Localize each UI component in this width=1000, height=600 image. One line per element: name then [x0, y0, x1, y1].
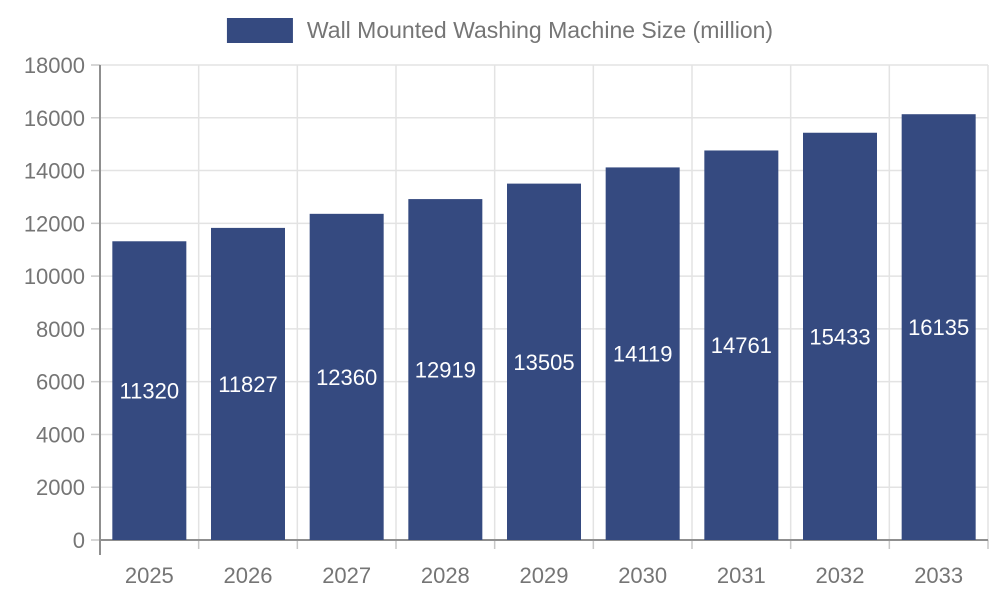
bar-2033[interactable] — [901, 114, 976, 541]
bar-value-label: 14761 — [711, 333, 772, 358]
x-tick-label: 2026 — [224, 563, 273, 588]
bar-2032[interactable] — [803, 132, 877, 540]
x-tick-label: 2025 — [125, 563, 174, 588]
bar-2027[interactable] — [309, 213, 384, 541]
bar-value-label: 14119 — [613, 342, 673, 367]
bar-value-label: 13505 — [513, 350, 574, 375]
legend[interactable]: Wall Mounted Washing Machine Size (milli… — [226, 17, 774, 44]
x-tick-label: 2028 — [421, 563, 470, 588]
y-tick-label: 16000 — [24, 106, 85, 131]
y-tick-label: 2000 — [36, 475, 85, 500]
x-tick-label: 2032 — [816, 563, 865, 588]
y-tick-label: 0 — [73, 528, 85, 553]
y-tick-label: 12000 — [24, 211, 85, 236]
legend-label: Wall Mounted Washing Machine Size (milli… — [306, 17, 774, 43]
bar-2031[interactable] — [704, 150, 779, 540]
x-tick-label: 2030 — [618, 563, 667, 588]
bar-value-label: 11320 — [120, 379, 180, 404]
x-tick-label: 2031 — [717, 563, 766, 588]
bar-2026[interactable] — [211, 227, 285, 540]
y-tick-label: 6000 — [36, 370, 85, 395]
y-tick-label: 10000 — [24, 264, 85, 289]
bar-value-label: 12360 — [316, 365, 377, 390]
x-tick-label: 2027 — [322, 563, 371, 588]
y-tick-label: 18000 — [24, 53, 85, 78]
bar-2029[interactable] — [507, 183, 581, 541]
bar-2030[interactable] — [605, 167, 680, 540]
legend-swatch — [226, 18, 293, 43]
x-tick-label: 2029 — [520, 563, 569, 588]
bar-2028[interactable] — [408, 199, 483, 540]
bar-value-label: 15433 — [809, 324, 870, 349]
y-tick-label: 14000 — [24, 159, 85, 184]
bar-2025[interactable] — [112, 241, 187, 540]
bar-value-label: 12919 — [415, 358, 476, 383]
x-tick-label: 2033 — [914, 563, 963, 588]
bar-value-label: 11827 — [218, 372, 278, 397]
y-tick-label: 4000 — [36, 422, 85, 447]
y-tick-label: 8000 — [36, 317, 85, 342]
bar-value-label: 16135 — [908, 315, 969, 340]
